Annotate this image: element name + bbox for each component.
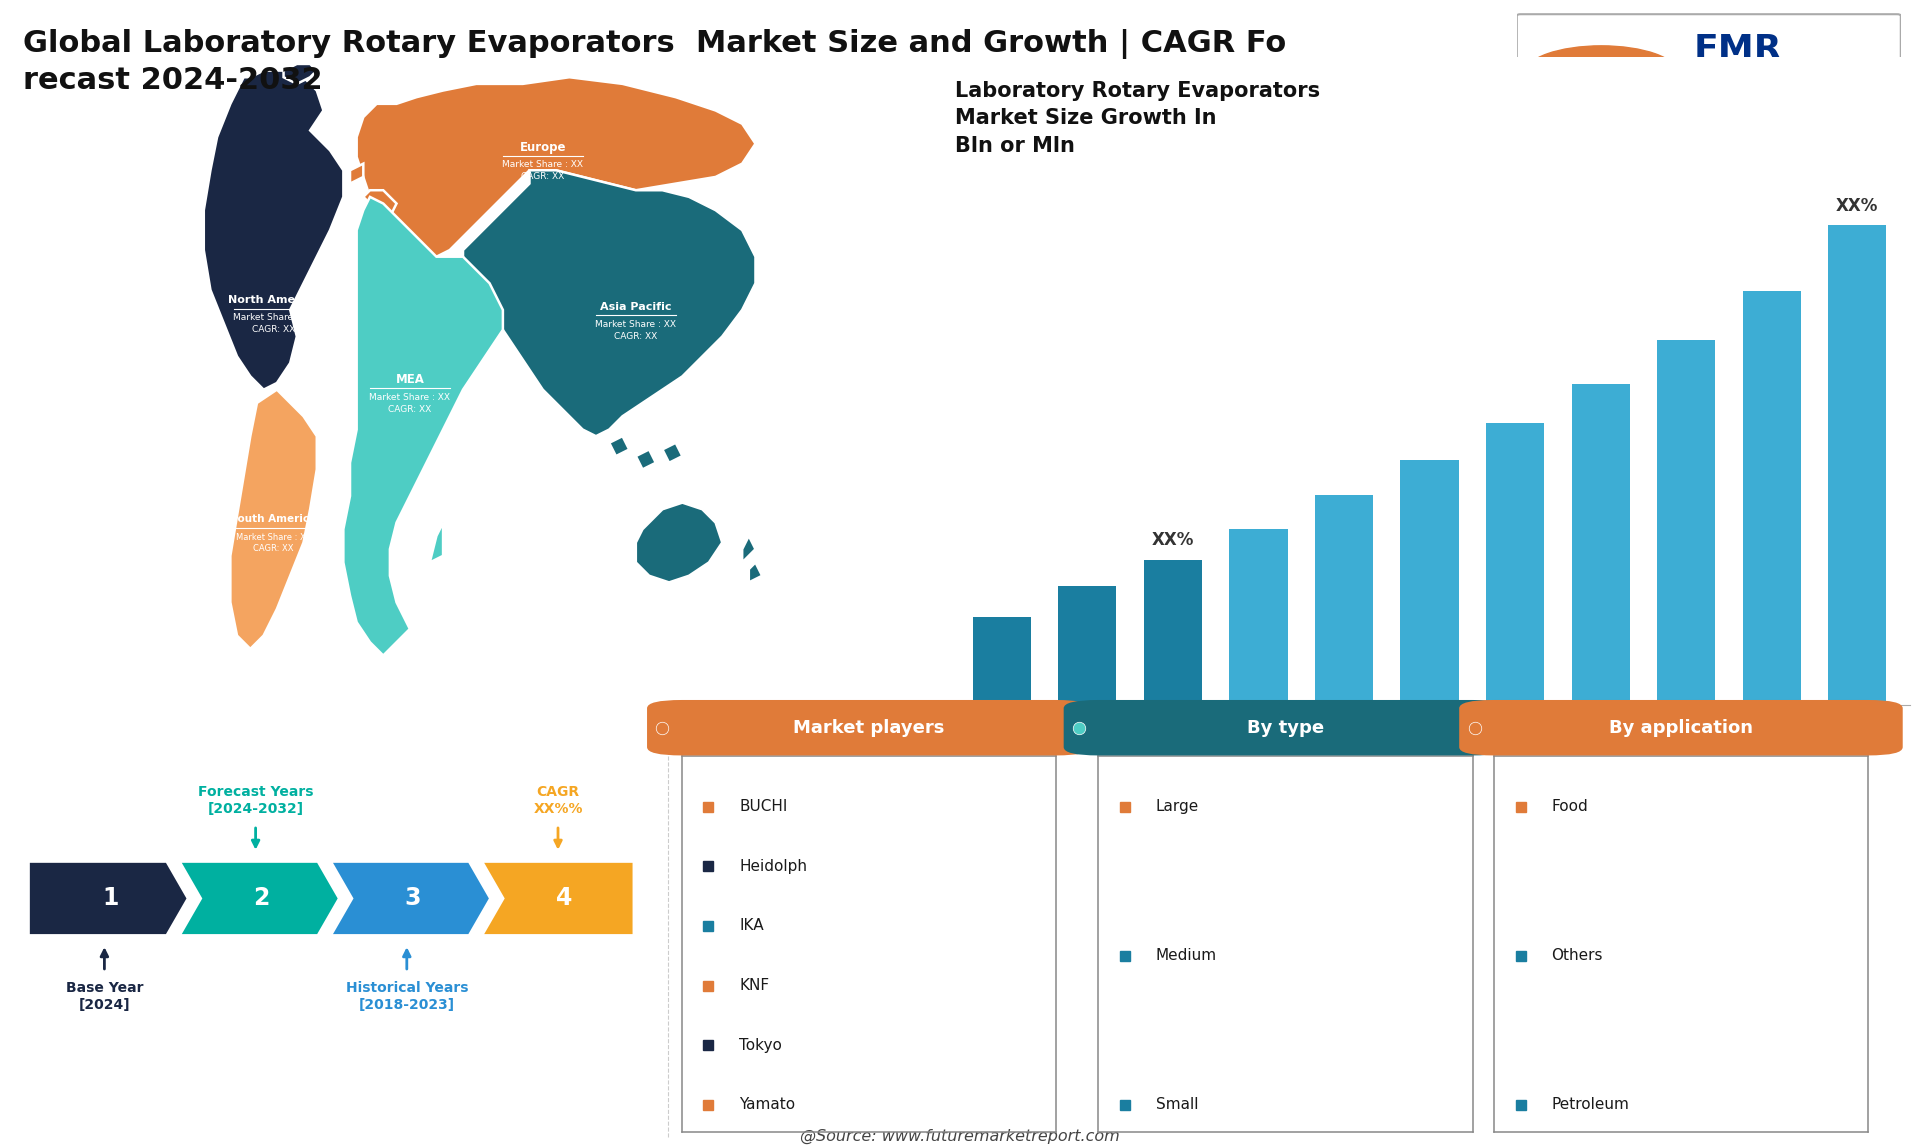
Text: Petroleum: Petroleum [1551, 1097, 1630, 1113]
Text: Market players: Market players [793, 719, 945, 737]
Text: Market Share : XX
CAGR: XX: Market Share : XX CAGR: XX [369, 393, 451, 414]
Text: BUCHI: BUCHI [739, 799, 787, 815]
Text: Small: Small [1156, 1097, 1198, 1113]
Text: Market Share : XX
CAGR: XX: Market Share : XX CAGR: XX [503, 160, 584, 181]
Bar [973, 617, 1031, 705]
Polygon shape [636, 449, 657, 470]
Polygon shape [430, 523, 444, 563]
FancyBboxPatch shape [647, 700, 1091, 755]
Text: Laboratory Rotary Evaporators
Market Size Growth In
Bln or Mln: Laboratory Rotary Evaporators Market Siz… [954, 81, 1319, 156]
Text: Food: Food [1551, 799, 1588, 815]
Polygon shape [743, 536, 755, 563]
Polygon shape [749, 563, 762, 582]
Polygon shape [349, 164, 363, 183]
Polygon shape [180, 862, 338, 935]
Text: 4: 4 [555, 887, 572, 910]
Text: Heidolph: Heidolph [739, 858, 806, 874]
Text: XX%: XX% [1836, 197, 1878, 214]
Text: @Source: www.futuremarketreport.com: @Source: www.futuremarketreport.com [801, 1129, 1119, 1144]
Polygon shape [29, 862, 188, 935]
Text: Tokyo: Tokyo [739, 1037, 781, 1053]
Text: Global Laboratory Rotary Evaporators  Market Size and Growth | CAGR Fo
recast 20: Global Laboratory Rotary Evaporators Mar… [23, 29, 1286, 95]
Text: Asia Pacific: Asia Pacific [601, 301, 672, 312]
Polygon shape [609, 437, 630, 456]
Bar [1229, 528, 1288, 705]
Bar [1828, 225, 1887, 705]
Text: Market Share : XX
CAGR: XX: Market Share : XX CAGR: XX [595, 320, 676, 340]
Polygon shape [284, 64, 317, 84]
Text: ⊙: ⊙ [1590, 60, 1613, 87]
Text: North America: North America [228, 295, 319, 305]
Text: Market Share : XX
CAGR: XX: Market Share : XX CAGR: XX [232, 313, 315, 333]
Bar [1572, 384, 1630, 705]
Polygon shape [230, 390, 317, 649]
Polygon shape [482, 862, 634, 935]
Text: 1: 1 [102, 887, 119, 910]
Text: KNF: KNF [739, 978, 770, 994]
Text: Yamato: Yamato [739, 1097, 795, 1113]
Text: IKA: IKA [739, 918, 764, 934]
Bar [1743, 291, 1801, 705]
Text: Large: Large [1156, 799, 1200, 815]
Text: Market Share : XX
CAGR: XX: Market Share : XX CAGR: XX [236, 533, 311, 554]
FancyBboxPatch shape [1064, 700, 1507, 755]
Circle shape [1524, 46, 1678, 101]
Polygon shape [357, 77, 755, 257]
Polygon shape [344, 197, 503, 656]
Bar [1486, 423, 1544, 705]
Bar [1144, 559, 1202, 705]
Bar [1400, 461, 1459, 705]
Text: Medium: Medium [1156, 948, 1217, 964]
Text: Base Year
[2024]: Base Year [2024] [65, 981, 144, 1012]
Text: CAGR
XX%%: CAGR XX%% [534, 785, 584, 816]
Text: Historical Years
[2018-2023]: Historical Years [2018-2023] [346, 981, 468, 1012]
Bar [1657, 339, 1715, 705]
Bar [1058, 586, 1116, 705]
Text: Europe: Europe [520, 141, 566, 154]
Text: FUTURE MARKET REPORT: FUTURE MARKET REPORT [1693, 83, 1832, 92]
Text: South America: South America [230, 515, 317, 524]
Polygon shape [636, 503, 722, 582]
Polygon shape [463, 171, 755, 437]
Polygon shape [662, 442, 682, 463]
Text: By type: By type [1246, 719, 1325, 737]
Text: Others: Others [1551, 948, 1603, 964]
Polygon shape [363, 190, 397, 217]
Text: By application: By application [1609, 719, 1753, 737]
Text: 2: 2 [253, 887, 269, 910]
Text: FMR: FMR [1693, 33, 1782, 66]
FancyBboxPatch shape [1459, 700, 1903, 755]
Text: Forecast Years
[2024-2032]: Forecast Years [2024-2032] [198, 785, 313, 816]
Text: 3: 3 [405, 887, 420, 910]
Text: XX%: XX% [1152, 531, 1194, 549]
Bar [1315, 495, 1373, 705]
Polygon shape [330, 862, 490, 935]
Polygon shape [204, 71, 344, 390]
Text: MEA: MEA [396, 374, 424, 386]
